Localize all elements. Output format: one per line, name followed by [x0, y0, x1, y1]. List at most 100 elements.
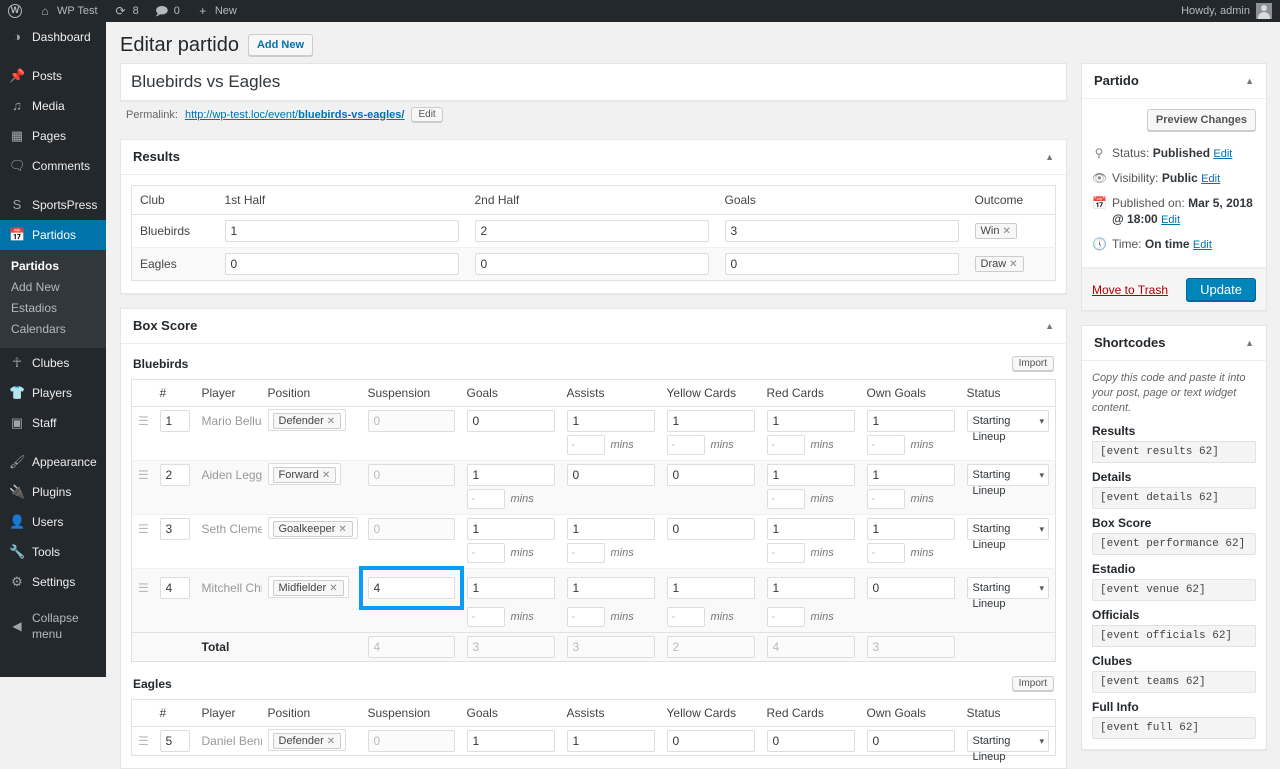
chevron-up-icon[interactable]: ▲	[1045, 152, 1054, 162]
sidebar-item-staff[interactable]: ▣ Staff	[0, 408, 106, 438]
own-goals-input[interactable]	[866, 518, 955, 540]
shortcode-code-estadio[interactable]: [event venue 62]	[1092, 579, 1256, 601]
assists-input[interactable]	[566, 730, 655, 752]
submenu-item-add-new[interactable]: Add New	[11, 280, 60, 294]
chevron-up-icon[interactable]: ▲	[1245, 338, 1254, 348]
suspension-input[interactable]	[367, 577, 455, 599]
edit-status-link[interactable]: Edit	[1213, 148, 1233, 160]
close-icon[interactable]: ✕	[326, 736, 336, 747]
player-number-input[interactable]	[159, 518, 190, 540]
goals-input[interactable]	[466, 464, 555, 486]
box-score-postbox-header[interactable]: Box Score ▲	[121, 309, 1066, 344]
goals-input[interactable]	[466, 518, 555, 540]
status-select[interactable]: Starting Lineup	[966, 577, 1049, 610]
sidebar-item-partidos[interactable]: 📅 Partidos	[0, 220, 106, 250]
status-select[interactable]: Starting Lineup	[966, 730, 1049, 763]
goals-input[interactable]	[724, 253, 959, 275]
yellow-cards-input[interactable]	[666, 730, 755, 752]
goals-input[interactable]	[466, 410, 555, 432]
sidebar-item-settings[interactable]: ⚙ Settings	[0, 567, 106, 597]
status-select[interactable]: Starting Lineup	[966, 464, 1049, 497]
assists-mins-input[interactable]	[566, 435, 605, 455]
red-cards-input[interactable]	[766, 577, 855, 599]
sidebar-item-media[interactable]: ♫ Media	[0, 91, 106, 121]
chevron-up-icon[interactable]: ▲	[1045, 321, 1054, 331]
assists-input[interactable]	[566, 577, 655, 599]
shortcode-code-clubes[interactable]: [event teams 62]	[1092, 671, 1256, 693]
admin-bar-comments[interactable]: 🗩 0	[147, 0, 188, 22]
red-cards-input[interactable]	[766, 464, 855, 486]
player-number-input[interactable]	[159, 577, 190, 599]
yellow-cards-input[interactable]	[666, 464, 755, 486]
outcome-chip[interactable]: Win ✕	[974, 223, 1017, 239]
close-icon[interactable]: ✕	[329, 583, 338, 594]
position-chip[interactable]: Defender ✕	[272, 733, 342, 749]
position-chip[interactable]: Defender ✕	[272, 413, 342, 429]
position-chipbox[interactable]: Forward ✕	[267, 463, 342, 485]
first-half-input[interactable]	[224, 253, 459, 275]
position-chipbox[interactable]: Defender ✕	[267, 409, 347, 431]
shortcode-code-full-info[interactable]: [event full 62]	[1092, 717, 1256, 739]
position-chipbox[interactable]: Goalkeeper ✕	[267, 517, 358, 539]
second-half-input[interactable]	[474, 220, 709, 242]
own-goals-input[interactable]	[866, 577, 955, 599]
status-select[interactable]: Starting Lineup	[966, 518, 1049, 551]
own-mins-input[interactable]	[866, 543, 905, 563]
drag-handle[interactable]: ☰	[131, 726, 154, 756]
permalink-base-link[interactable]: http://wp-test.loc/event/	[184, 108, 299, 121]
own-mins-input[interactable]	[866, 435, 905, 455]
suspension-input[interactable]	[367, 730, 455, 752]
collapse-menu-button[interactable]: ◀ Collapse menu	[0, 603, 106, 649]
admin-bar-account[interactable]: Howdy, admin	[1181, 3, 1280, 19]
own-goals-input[interactable]	[866, 464, 955, 486]
suspension-input[interactable]	[367, 464, 455, 486]
import-button[interactable]: Import	[1011, 676, 1054, 691]
edit-visibility-link[interactable]: Edit	[1201, 173, 1221, 185]
submenu-item-partidos[interactable]: Partidos	[11, 259, 60, 273]
sidebar-item-players[interactable]: 👕 Players	[0, 378, 106, 408]
position-chip[interactable]: Goalkeeper ✕	[272, 521, 353, 537]
drag-handle[interactable]: ☰	[131, 406, 154, 435]
sidebar-item-appearance[interactable]: 🖌 Appearance	[0, 447, 106, 477]
assists-input[interactable]	[566, 410, 655, 432]
assists-mins-input[interactable]	[566, 543, 605, 563]
goals-input[interactable]	[466, 577, 555, 599]
shortcode-code-results[interactable]: [event results 62]	[1092, 441, 1256, 463]
red-cards-input[interactable]	[766, 730, 855, 752]
yellow-cards-input[interactable]	[666, 410, 755, 432]
shortcode-code-details[interactable]: [event details 62]	[1092, 487, 1256, 509]
drag-handle[interactable]: ☰	[131, 568, 154, 607]
player-number-input[interactable]	[159, 410, 190, 432]
submenu-item-calendars[interactable]: Calendars	[11, 322, 66, 336]
sidebar-item-tools[interactable]: 🔧 Tools	[0, 537, 106, 567]
edit-published-link[interactable]: Edit	[1161, 214, 1181, 226]
red-mins-input[interactable]	[766, 543, 805, 563]
assists-input[interactable]	[566, 518, 655, 540]
yellow-mins-input[interactable]	[666, 435, 705, 455]
sidebar-item-users[interactable]: 👤 Users	[0, 507, 106, 537]
red-cards-input[interactable]	[766, 518, 855, 540]
goals-mins-input[interactable]	[466, 543, 505, 563]
sidebar-item-plugins[interactable]: 🔌 Plugins	[0, 477, 106, 507]
goals-mins-input[interactable]	[466, 607, 505, 627]
player-number-input[interactable]	[159, 464, 190, 486]
assists-mins-input[interactable]	[566, 607, 605, 627]
close-icon[interactable]: ✕	[338, 524, 347, 535]
second-half-input[interactable]	[474, 253, 709, 275]
yellow-cards-input[interactable]	[666, 577, 755, 599]
submenu-item-estadios[interactable]: Estadios	[11, 301, 58, 315]
yellow-mins-input[interactable]	[666, 607, 705, 627]
edit-time-link[interactable]: Edit	[1192, 239, 1212, 251]
admin-bar-wp-logo[interactable]	[0, 0, 30, 22]
red-mins-input[interactable]	[766, 435, 805, 455]
edit-permalink-button[interactable]: Edit	[411, 107, 443, 122]
shortcodes-postbox-header[interactable]: Shortcodes ▲	[1082, 326, 1266, 361]
results-postbox-header[interactable]: Results ▲	[121, 140, 1066, 175]
position-chipbox[interactable]: Defender ✕	[267, 729, 347, 751]
close-icon[interactable]: ✕	[326, 416, 336, 427]
sidebar-item-pages[interactable]: ▦ Pages	[0, 121, 106, 151]
add-new-button[interactable]: Add New	[247, 34, 314, 56]
post-title-input[interactable]	[121, 64, 1066, 100]
suspension-input[interactable]	[367, 410, 455, 432]
own-goals-input[interactable]	[866, 730, 955, 752]
